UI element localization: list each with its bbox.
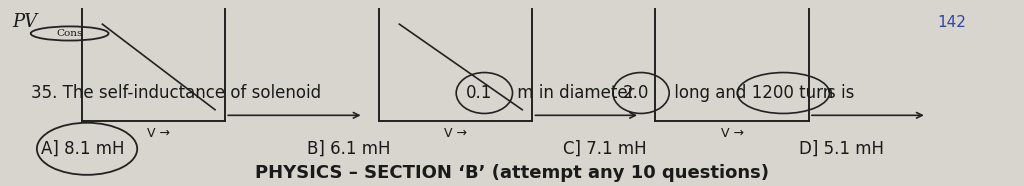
Text: 142: 142 <box>937 15 966 30</box>
Text: V →: V → <box>721 127 743 140</box>
Text: 35. The self-inductance of solenoid: 35. The self-inductance of solenoid <box>31 84 326 102</box>
Text: m in diameter: m in diameter <box>512 84 640 102</box>
Text: long and 1200 turn: long and 1200 turn <box>669 84 833 102</box>
Text: A] 8.1 mH: A] 8.1 mH <box>41 140 125 158</box>
Text: PV: PV <box>12 13 38 31</box>
Text: 0.1: 0.1 <box>466 84 493 102</box>
Text: D] 5.1 mH: D] 5.1 mH <box>799 140 884 158</box>
Text: s is: s is <box>827 84 855 102</box>
Text: V →: V → <box>147 127 170 140</box>
Text: B] 6.1 mH: B] 6.1 mH <box>307 140 391 158</box>
Text: C] 7.1 mH: C] 7.1 mH <box>563 140 647 158</box>
Text: PHYSICS – SECTION ‘B’ (attempt any 10 questions): PHYSICS – SECTION ‘B’ (attempt any 10 qu… <box>255 164 769 182</box>
Text: Cons: Cons <box>56 29 83 38</box>
Text: 2.0: 2.0 <box>623 84 649 102</box>
Text: V →: V → <box>444 127 467 140</box>
